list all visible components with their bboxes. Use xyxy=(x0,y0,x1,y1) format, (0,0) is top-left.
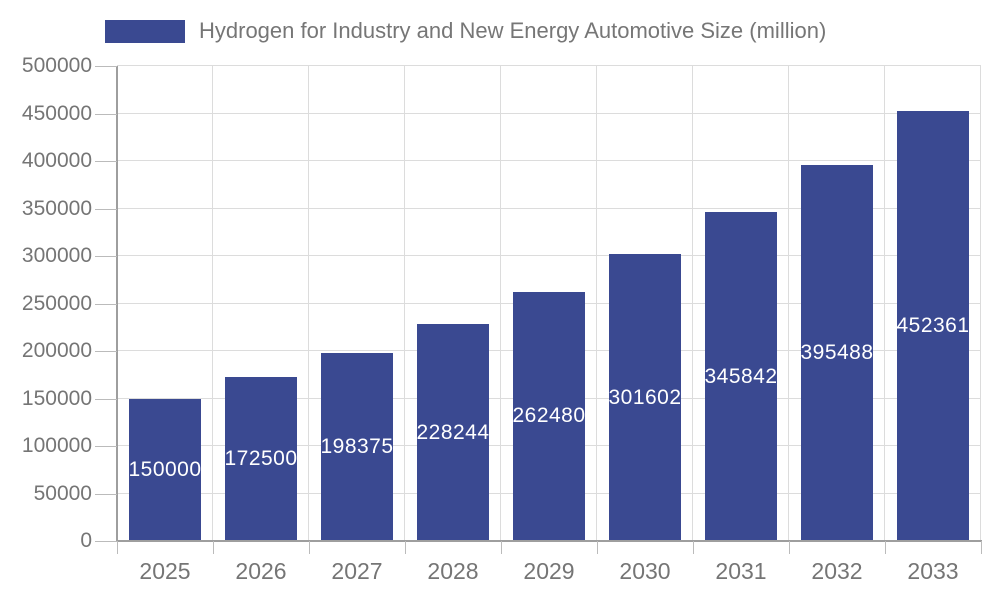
x-gridline xyxy=(788,66,789,541)
x-gridline xyxy=(500,66,501,541)
y-tick-mark xyxy=(95,113,117,115)
legend-swatch-icon xyxy=(105,19,185,43)
x-tick-mark xyxy=(405,541,406,554)
bar-value-label: 395488 xyxy=(801,341,873,365)
y-gridline xyxy=(117,207,981,209)
x-axis-tick-label: 2029 xyxy=(523,558,575,584)
y-axis-tick-label: 0 xyxy=(80,529,92,552)
legend-label: Hydrogen for Industry and New Energy Aut… xyxy=(199,18,827,43)
bar-2026[interactable]: 172500 xyxy=(225,377,297,541)
bar-2031[interactable]: 345842 xyxy=(705,212,777,541)
y-gridline xyxy=(117,112,981,114)
y-tick-mark xyxy=(95,161,117,162)
x-tick-mark xyxy=(309,541,310,554)
x-tick-mark xyxy=(501,541,502,554)
x-axis-tick-label: 2030 xyxy=(619,558,671,584)
y-gridline xyxy=(117,160,981,161)
y-axis-tick-label: 450000 xyxy=(21,101,92,125)
y-tick-mark xyxy=(95,66,117,67)
x-gridline xyxy=(212,66,213,541)
bar-value-label: 150000 xyxy=(129,457,201,481)
bar-2030[interactable]: 301602 xyxy=(609,254,681,541)
x-tick-mark xyxy=(117,541,118,554)
y-tick-mark xyxy=(95,541,117,542)
x-tick-mark xyxy=(981,541,982,554)
y-gridline xyxy=(117,255,981,256)
bar-2025[interactable]: 150000 xyxy=(129,398,201,541)
x-axis-tick-label: 2025 xyxy=(139,558,191,584)
legend[interactable]: Hydrogen for Industry and New Energy Aut… xyxy=(105,18,826,44)
y-tick-mark xyxy=(95,398,117,400)
y-axis-tick-label: 500000 xyxy=(21,54,92,77)
bar-value-label: 172500 xyxy=(225,447,297,471)
y-axis-tick-label: 150000 xyxy=(21,386,92,410)
x-tick-mark xyxy=(693,541,694,554)
y-tick-mark xyxy=(95,351,117,352)
bar-value-label: 228244 xyxy=(417,420,489,444)
bar-value-label: 301602 xyxy=(609,385,681,409)
x-tick-mark xyxy=(213,541,214,554)
y-tick-mark xyxy=(95,446,117,447)
y-tick-mark xyxy=(95,256,117,257)
bar-value-label: 452361 xyxy=(897,314,969,338)
bar-2027[interactable]: 198375 xyxy=(321,352,393,541)
x-gridline xyxy=(404,66,405,541)
bar-2032[interactable]: 395488 xyxy=(801,165,873,541)
plot-area: 150000 172500 198375 228244 262480 301602 3458… xyxy=(116,65,982,542)
y-axis-tick-label: 250000 xyxy=(21,291,92,315)
bar-2029[interactable]: 262480 xyxy=(513,291,585,541)
y-axis-tick-label: 100000 xyxy=(21,434,92,457)
y-tick-mark xyxy=(95,208,117,210)
y-axis-tick-label: 350000 xyxy=(21,196,92,220)
y-axis-tick-label: 200000 xyxy=(21,339,92,362)
y-tick-mark xyxy=(95,493,117,495)
bar-2028[interactable]: 228244 xyxy=(417,324,489,541)
x-gridline xyxy=(692,66,693,541)
bar-value-label: 198375 xyxy=(321,434,393,458)
x-tick-mark xyxy=(885,541,886,554)
x-axis-tick-label: 2031 xyxy=(715,558,767,584)
x-axis-tick-label: 2032 xyxy=(811,558,863,584)
x-gridline xyxy=(884,66,885,541)
x-gridline xyxy=(980,66,981,541)
x-axis-tick-label: 2028 xyxy=(427,558,479,584)
bar-value-label: 262480 xyxy=(513,404,585,428)
y-tick-mark xyxy=(95,303,117,305)
x-axis-tick-label: 2026 xyxy=(235,558,287,584)
x-gridline xyxy=(596,66,597,541)
x-gridline xyxy=(308,66,309,541)
x-tick-mark xyxy=(597,541,598,554)
x-axis-line xyxy=(116,540,982,542)
y-axis-tick-label: 400000 xyxy=(21,149,92,172)
bar-value-label: 345842 xyxy=(705,364,777,388)
x-axis-tick-label: 2033 xyxy=(907,558,959,584)
x-tick-mark xyxy=(789,541,790,554)
y-axis-line xyxy=(116,66,118,541)
y-gridline xyxy=(117,65,981,66)
y-axis-tick-label: 50000 xyxy=(33,481,92,505)
x-axis-tick-label: 2027 xyxy=(331,558,383,584)
y-axis-tick-label: 300000 xyxy=(21,244,92,267)
bar-2033[interactable]: 452361 xyxy=(897,111,969,541)
